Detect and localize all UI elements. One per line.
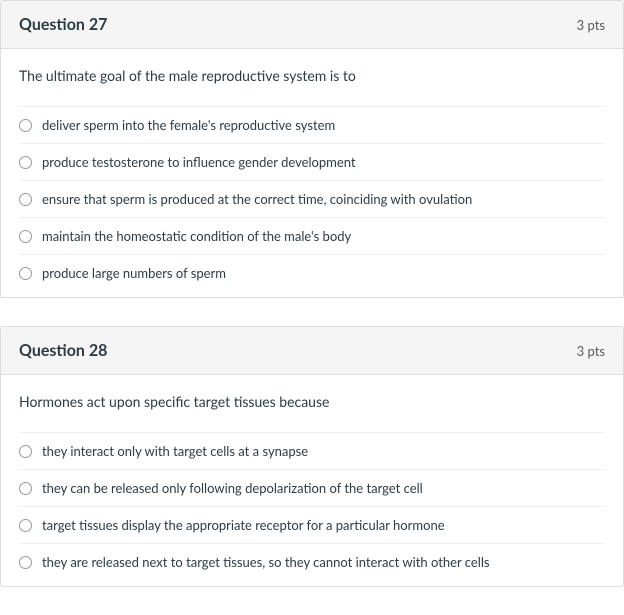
question-body: The ultimate goal of the male reproducti… [1, 49, 623, 297]
option-row[interactable]: deliver sperm into the female's reproduc… [19, 106, 605, 143]
question-title: Question 27 [19, 15, 107, 34]
radio-icon[interactable] [19, 230, 32, 243]
option-row[interactable]: ensure that sperm is produced at the cor… [19, 180, 605, 217]
question-prompt: The ultimate goal of the male reproducti… [19, 67, 605, 84]
option-row[interactable]: maintain the homeostatic condition of th… [19, 217, 605, 254]
option-row[interactable]: target tissues display the appropriate r… [19, 506, 605, 543]
option-label: target tissues display the appropriate r… [42, 517, 445, 533]
option-row[interactable]: produce large numbers of sperm [19, 254, 605, 291]
option-label: produce large numbers of sperm [42, 265, 226, 281]
question-points: 3 pts [577, 343, 605, 359]
option-label: they interact only with target cells at … [42, 443, 308, 459]
option-row[interactable]: they are released next to target tissues… [19, 543, 605, 580]
question-card: Question 27 3 pts The ultimate goal of t… [0, 0, 624, 298]
radio-icon[interactable] [19, 193, 32, 206]
option-row[interactable]: produce testosterone to influence gender… [19, 143, 605, 180]
question-header: Question 28 3 pts [1, 327, 623, 375]
question-points: 3 pts [577, 17, 605, 33]
option-row[interactable]: they interact only with target cells at … [19, 432, 605, 469]
option-label: they can be released only following depo… [42, 480, 423, 496]
option-label: they are released next to target tissues… [42, 554, 490, 570]
question-title: Question 28 [19, 341, 107, 360]
question-body: Hormones act upon specific target tissue… [1, 375, 623, 586]
question-prompt: Hormones act upon specific target tissue… [19, 393, 605, 410]
option-label: maintain the homeostatic condition of th… [42, 228, 351, 244]
question-header: Question 27 3 pts [1, 1, 623, 49]
option-label: deliver sperm into the female's reproduc… [42, 117, 335, 133]
radio-icon[interactable] [19, 156, 32, 169]
radio-icon[interactable] [19, 267, 32, 280]
radio-icon[interactable] [19, 482, 32, 495]
radio-icon[interactable] [19, 556, 32, 569]
option-row[interactable]: they can be released only following depo… [19, 469, 605, 506]
radio-icon[interactable] [19, 519, 32, 532]
option-label: ensure that sperm is produced at the cor… [42, 191, 472, 207]
radio-icon[interactable] [19, 119, 32, 132]
radio-icon[interactable] [19, 445, 32, 458]
question-card: Question 28 3 pts Hormones act upon spec… [0, 326, 624, 587]
option-label: produce testosterone to influence gender… [42, 154, 356, 170]
